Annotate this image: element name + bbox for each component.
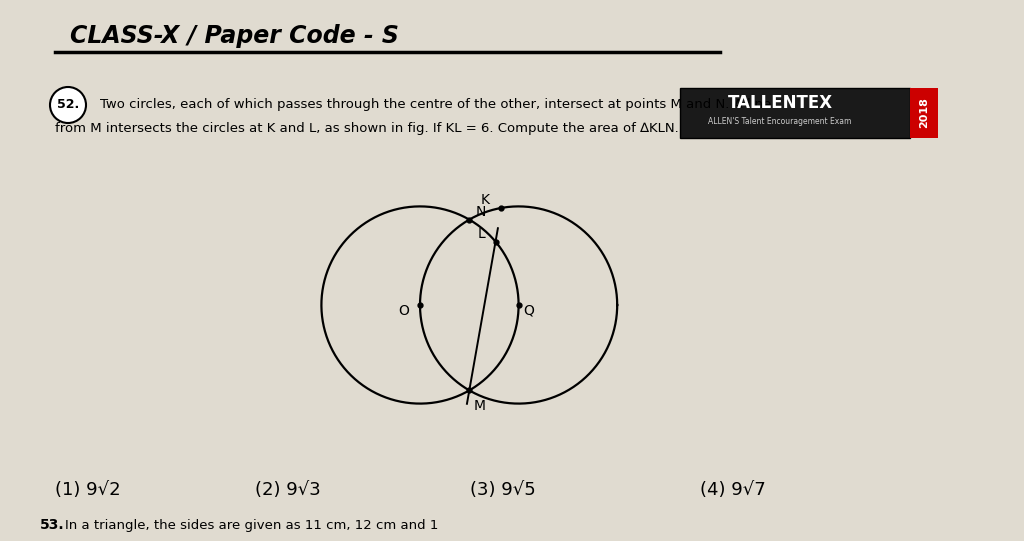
Text: N: N	[476, 204, 486, 219]
Text: (4) 9√7: (4) 9√7	[700, 481, 766, 499]
Text: CLASS-X / Paper Code - S: CLASS-X / Paper Code - S	[70, 24, 399, 48]
Text: In a triangle, the sides are given as 11 cm, 12 cm and 1: In a triangle, the sides are given as 11…	[65, 518, 438, 531]
Text: Two circles, each of which passes through the centre of the other, intersect at : Two circles, each of which passes throug…	[100, 98, 771, 111]
Text: Q: Q	[523, 304, 535, 318]
Text: L: L	[477, 227, 485, 241]
Text: K: K	[481, 193, 489, 207]
Text: (1) 9√2: (1) 9√2	[55, 481, 121, 499]
Text: M: M	[473, 399, 485, 413]
Text: ALLEN'S Talent Encouragement Exam: ALLEN'S Talent Encouragement Exam	[709, 117, 852, 127]
Text: (3) 9√5: (3) 9√5	[470, 481, 536, 499]
FancyBboxPatch shape	[910, 88, 938, 138]
Text: from M intersects the circles at K and L, as shown in fig. If KL = 6. Compute th: from M intersects the circles at K and L…	[55, 122, 679, 135]
Text: (2) 9√3: (2) 9√3	[255, 481, 321, 499]
Text: O: O	[398, 304, 410, 318]
Text: TALLENTEX: TALLENTEX	[727, 94, 833, 112]
Circle shape	[50, 87, 86, 123]
Text: 52.: 52.	[57, 98, 79, 111]
Text: 53.: 53.	[40, 518, 65, 532]
FancyBboxPatch shape	[680, 88, 910, 138]
Text: 2018: 2018	[919, 97, 929, 128]
